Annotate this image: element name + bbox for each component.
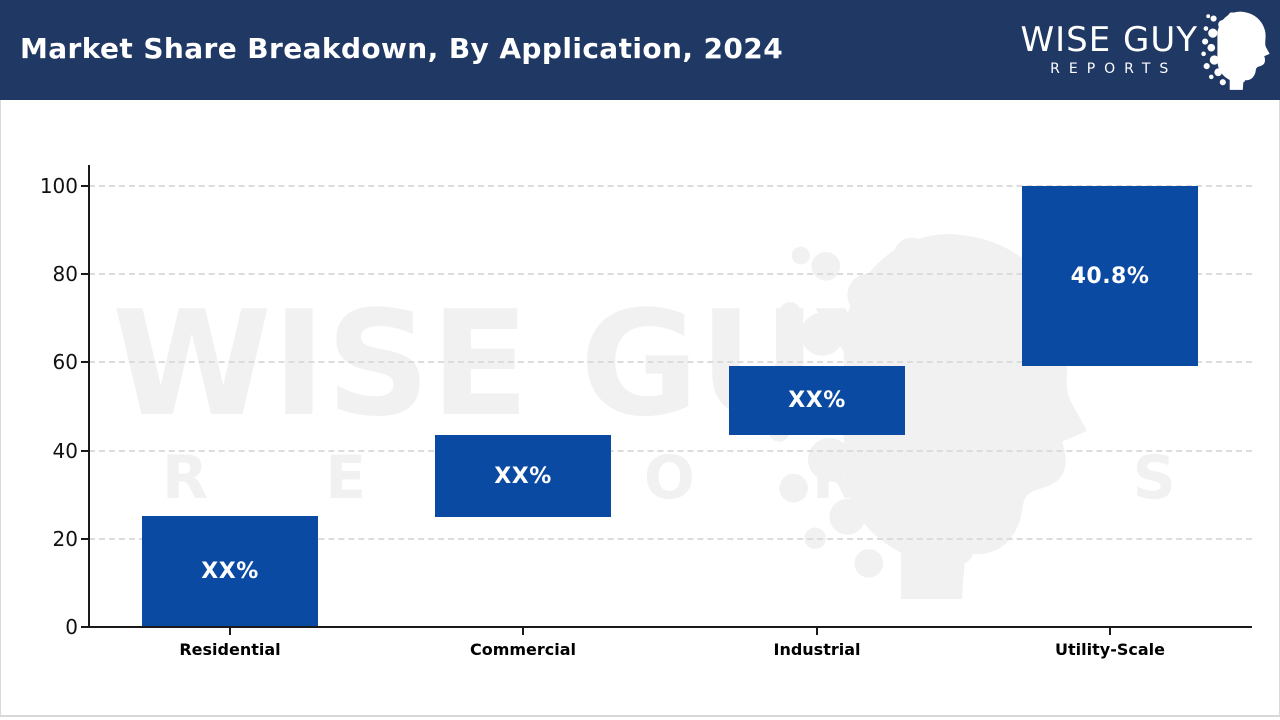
bar-value-label: XX% bbox=[201, 559, 259, 584]
brand-logo: WISE GUY REPORTS bbox=[1020, 4, 1274, 96]
y-axis-line bbox=[88, 165, 90, 628]
header-bar: Market Share Breakdown, By Application, … bbox=[0, 0, 1280, 100]
x-tick-residential bbox=[229, 628, 231, 635]
brand-name: WISE GUY bbox=[1020, 20, 1198, 61]
y-tick-0 bbox=[81, 626, 88, 628]
gridline-60 bbox=[89, 361, 1252, 363]
brand-logo-text: WISE GUY REPORTS bbox=[1020, 20, 1198, 77]
x-tick-industrial bbox=[816, 628, 818, 635]
bar-value-label: 40.8% bbox=[1070, 263, 1150, 289]
y-tick-100 bbox=[81, 185, 88, 187]
bar-value-label: XX% bbox=[788, 388, 846, 413]
bar-value-label: XX% bbox=[494, 463, 552, 489]
x-axis-line bbox=[88, 626, 1252, 628]
y-tick-label: 0 bbox=[65, 615, 78, 639]
y-tick-label: 100 bbox=[39, 174, 78, 198]
x-category-label: Residential bbox=[179, 640, 281, 659]
page-title: Market Share Breakdown, By Application, … bbox=[20, 32, 784, 65]
brand-subname: REPORTS bbox=[1050, 60, 1178, 77]
gridline-100 bbox=[89, 185, 1252, 187]
gridline-80 bbox=[89, 273, 1252, 275]
bar-industrial: XX% bbox=[729, 366, 905, 435]
bar-utility-scale: 40.8% bbox=[1022, 186, 1198, 366]
x-category-label: Utility-Scale bbox=[1055, 640, 1165, 659]
y-tick-80 bbox=[81, 273, 88, 275]
y-tick-label: 80 bbox=[52, 262, 78, 286]
y-tick-label: 40 bbox=[52, 439, 78, 463]
brand-head-icon bbox=[1201, 11, 1270, 90]
bar-residential: XX% bbox=[142, 516, 318, 627]
gridline-40 bbox=[89, 450, 1252, 452]
y-tick-label: 20 bbox=[52, 527, 78, 551]
page-border-left bbox=[0, 100, 1, 717]
bar-commercial: XX% bbox=[435, 435, 611, 517]
x-category-label: Commercial bbox=[469, 640, 577, 659]
page-border-bottom bbox=[0, 715, 1280, 717]
gridline-20 bbox=[89, 538, 1252, 540]
y-tick-40 bbox=[81, 450, 88, 452]
x-tick-utility-scale bbox=[1109, 628, 1111, 635]
y-tick-60 bbox=[81, 361, 88, 363]
x-category-label: Industrial bbox=[773, 640, 861, 659]
y-tick-20 bbox=[81, 538, 88, 540]
y-tick-label: 60 bbox=[52, 350, 78, 374]
x-tick-commercial bbox=[522, 628, 524, 635]
